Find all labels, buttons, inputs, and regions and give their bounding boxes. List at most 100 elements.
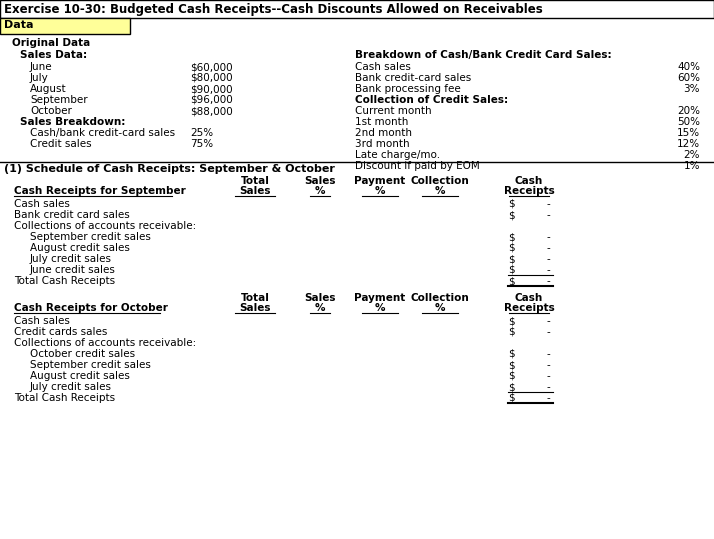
Text: Bank credit-card sales: Bank credit-card sales: [355, 73, 471, 83]
Text: Exercise 10-30: Budgeted Cash Receipts--Cash Discounts Allowed on Receivables: Exercise 10-30: Budgeted Cash Receipts--…: [4, 3, 543, 16]
Text: $: $: [508, 243, 515, 253]
Text: 2%: 2%: [683, 150, 700, 160]
Text: Total: Total: [241, 176, 269, 186]
Text: $90,000: $90,000: [190, 84, 233, 94]
Text: Cash sales: Cash sales: [14, 316, 70, 326]
Text: $: $: [508, 327, 515, 337]
Text: June credit sales: June credit sales: [30, 265, 116, 275]
Text: Late charge/mo.: Late charge/mo.: [355, 150, 440, 160]
Text: Collection: Collection: [411, 176, 469, 186]
Text: Collections of accounts receivable:: Collections of accounts receivable:: [14, 221, 196, 231]
Text: Receipts: Receipts: [503, 186, 554, 196]
Text: Sales: Sales: [239, 186, 271, 196]
Text: July credit sales: July credit sales: [30, 254, 112, 264]
Text: 12%: 12%: [677, 139, 700, 149]
Text: Credit cards sales: Credit cards sales: [14, 327, 107, 337]
Text: -: -: [546, 382, 550, 392]
Text: Bank processing fee: Bank processing fee: [355, 84, 461, 94]
Text: Receipts: Receipts: [503, 303, 554, 313]
Text: 1st month: 1st month: [355, 117, 408, 127]
Text: Breakdown of Cash/Bank Credit Card Sales:: Breakdown of Cash/Bank Credit Card Sales…: [355, 50, 612, 60]
Text: $: $: [508, 349, 515, 359]
Text: Collections of accounts receivable:: Collections of accounts receivable:: [14, 338, 196, 348]
Text: $60,000: $60,000: [190, 62, 233, 72]
Text: -: -: [546, 327, 550, 337]
Text: 1%: 1%: [683, 161, 700, 171]
Text: $: $: [508, 360, 515, 370]
Text: $: $: [508, 265, 515, 275]
Text: 75%: 75%: [190, 139, 213, 149]
Text: 60%: 60%: [677, 73, 700, 83]
Text: $: $: [508, 232, 515, 242]
Text: %: %: [435, 186, 446, 196]
Text: 3rd month: 3rd month: [355, 139, 410, 149]
Text: 50%: 50%: [677, 117, 700, 127]
Text: Total Cash Receipts: Total Cash Receipts: [14, 393, 115, 403]
Text: August credit sales: August credit sales: [30, 243, 130, 253]
Text: -: -: [546, 265, 550, 275]
Text: Credit sales: Credit sales: [30, 139, 91, 149]
Text: -: -: [546, 316, 550, 326]
Text: October credit sales: October credit sales: [30, 349, 135, 359]
Text: Cash: Cash: [515, 293, 543, 303]
Text: %: %: [315, 303, 326, 313]
Text: Payment: Payment: [354, 176, 406, 186]
Text: $: $: [508, 371, 515, 381]
Text: Cash Receipts for September: Cash Receipts for September: [14, 186, 186, 196]
Text: $80,000: $80,000: [190, 73, 233, 83]
Text: Sales Data:: Sales Data:: [20, 50, 87, 60]
Text: Data: Data: [4, 20, 34, 30]
Text: -: -: [546, 254, 550, 264]
Text: August: August: [30, 84, 66, 94]
Text: 20%: 20%: [677, 106, 700, 116]
Text: -: -: [546, 393, 550, 403]
Text: Cash sales: Cash sales: [355, 62, 411, 72]
Text: Cash/bank credit-card sales: Cash/bank credit-card sales: [30, 128, 175, 138]
Text: $96,000: $96,000: [190, 95, 233, 105]
Text: September credit sales: September credit sales: [30, 360, 151, 370]
Text: -: -: [546, 276, 550, 286]
Text: July: July: [30, 73, 49, 83]
Text: -: -: [546, 371, 550, 381]
Text: $: $: [508, 199, 515, 209]
Text: $: $: [508, 210, 515, 220]
Text: Cash: Cash: [515, 176, 543, 186]
Text: August credit sales: August credit sales: [30, 371, 130, 381]
Text: June: June: [30, 62, 53, 72]
Text: Original Data: Original Data: [12, 38, 90, 48]
Text: Sales: Sales: [304, 176, 336, 186]
Text: 40%: 40%: [677, 62, 700, 72]
Text: -: -: [546, 360, 550, 370]
Text: -: -: [546, 243, 550, 253]
Text: $: $: [508, 382, 515, 392]
Text: Bank credit card sales: Bank credit card sales: [14, 210, 130, 220]
Text: Collection of Credit Sales:: Collection of Credit Sales:: [355, 95, 508, 105]
Text: September: September: [30, 95, 88, 105]
Text: October: October: [30, 106, 72, 116]
Text: -: -: [546, 210, 550, 220]
Text: $: $: [508, 254, 515, 264]
Text: %: %: [375, 303, 386, 313]
Text: September credit sales: September credit sales: [30, 232, 151, 242]
Text: 3%: 3%: [683, 84, 700, 94]
Text: $: $: [508, 276, 515, 286]
Text: Cash Receipts for October: Cash Receipts for October: [14, 303, 168, 313]
Text: 2nd month: 2nd month: [355, 128, 412, 138]
Bar: [0, 0, 714, 18]
Text: Sales: Sales: [304, 293, 336, 303]
Text: Cash sales: Cash sales: [14, 199, 70, 209]
Text: $: $: [508, 316, 515, 326]
Text: 15%: 15%: [677, 128, 700, 138]
Text: 25%: 25%: [190, 128, 213, 138]
Text: Total Cash Receipts: Total Cash Receipts: [14, 276, 115, 286]
Text: Total: Total: [241, 293, 269, 303]
Text: Sales: Sales: [239, 303, 271, 313]
Text: Payment: Payment: [354, 293, 406, 303]
Text: (1) Schedule of Cash Receipts: September & October: (1) Schedule of Cash Receipts: September…: [4, 164, 335, 174]
Bar: [0, 18, 130, 34]
Text: %: %: [435, 303, 446, 313]
Text: -: -: [546, 349, 550, 359]
Text: $: $: [508, 393, 515, 403]
Text: Sales Breakdown:: Sales Breakdown:: [20, 117, 126, 127]
Text: %: %: [315, 186, 326, 196]
